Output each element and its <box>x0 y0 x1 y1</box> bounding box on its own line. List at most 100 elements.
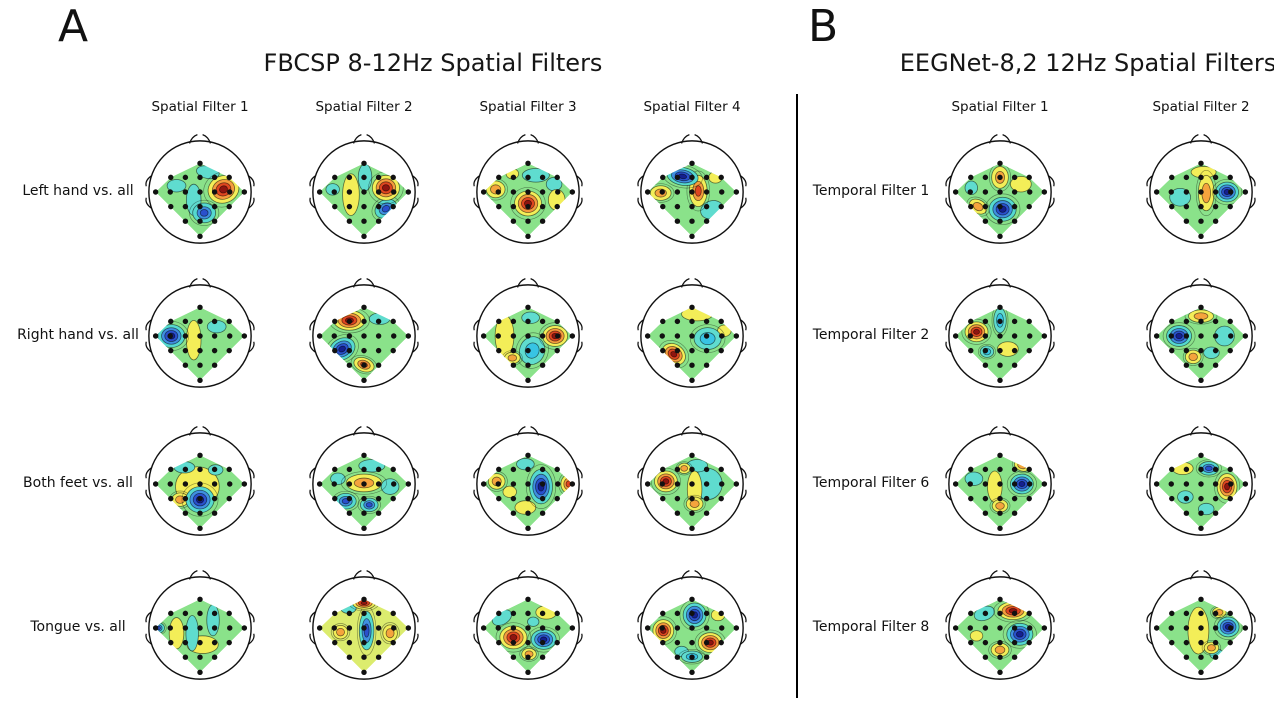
left-ear-icon <box>945 611 952 645</box>
electrode-dots <box>152 160 248 240</box>
topomap <box>945 426 1055 536</box>
topomap-panel-a-r4-c3 <box>468 568 588 688</box>
panel-b-col-header-1: Spatial Filter 1 <box>951 99 1049 115</box>
field <box>319 455 409 529</box>
right-ear-icon <box>1048 319 1055 353</box>
electrode-dots <box>644 160 740 240</box>
topomap <box>637 570 747 680</box>
nose-icon <box>1189 278 1213 288</box>
topomap-panel-a-r3-c1 <box>140 424 260 544</box>
left-ear-icon <box>1146 611 1153 645</box>
left-ear-icon <box>309 611 316 645</box>
panel-divider-line <box>796 94 798 698</box>
left-ear-icon <box>145 467 152 501</box>
left-ear-icon <box>1146 319 1153 353</box>
electrode-dots <box>644 304 740 384</box>
left-ear-icon <box>637 175 644 209</box>
panel-b-row-label-4: Temporal Filter 8 <box>812 619 930 635</box>
nose-icon <box>188 426 212 436</box>
left-ear-icon <box>145 319 152 353</box>
topomap <box>473 278 583 388</box>
right-ear-icon <box>576 319 583 353</box>
right-ear-icon <box>1048 175 1055 209</box>
topomap-panel-a-r2-c4 <box>632 276 752 396</box>
panel-a-col-header-3: Spatial Filter 3 <box>479 99 577 115</box>
electrode-dots <box>152 452 248 532</box>
nose-icon <box>188 570 212 580</box>
topomap-panel-b-r2-c1 <box>940 276 1060 396</box>
topomap <box>945 570 1055 680</box>
electrode-dots <box>316 304 412 384</box>
panel-b-title: EEGNet-8,2 12Hz Spatial Filters <box>899 49 1274 77</box>
nose-icon <box>516 134 540 144</box>
electrode-dots <box>480 452 576 532</box>
left-ear-icon <box>309 467 316 501</box>
topomap <box>945 278 1055 388</box>
field <box>155 163 245 237</box>
topomap <box>309 134 419 244</box>
panel-a-col-header-2: Spatial Filter 2 <box>315 99 413 115</box>
topomap <box>1146 570 1256 680</box>
nose-icon <box>352 278 376 288</box>
topomap-panel-a-r2-c1 <box>140 276 260 396</box>
left-ear-icon <box>945 175 952 209</box>
electrode-dots <box>644 596 740 676</box>
electrode-dots <box>152 596 248 676</box>
electrode-dots <box>152 304 248 384</box>
left-ear-icon <box>473 175 480 209</box>
panel-a-row-label-4: Tongue vs. all <box>30 619 126 635</box>
topomap <box>1146 278 1256 388</box>
right-ear-icon <box>576 467 583 501</box>
nose-icon <box>1189 570 1213 580</box>
right-ear-icon <box>248 467 255 501</box>
topomap-panel-a-r1-c2 <box>304 132 424 252</box>
electrode-dots <box>1153 596 1249 676</box>
left-ear-icon <box>1146 175 1153 209</box>
right-ear-icon <box>740 175 747 209</box>
topomap <box>145 134 255 244</box>
right-ear-icon <box>412 611 419 645</box>
panel-b-label: B <box>808 1 839 52</box>
panel-b-col-header-2: Spatial Filter 2 <box>1152 99 1250 115</box>
right-ear-icon <box>1249 467 1256 501</box>
right-ear-icon <box>1249 175 1256 209</box>
panel-a-row-label-2: Right hand vs. all <box>17 327 139 343</box>
topomap-panel-b-r4-c2 <box>1141 568 1261 688</box>
left-ear-icon <box>145 175 152 209</box>
left-ear-icon <box>945 467 952 501</box>
topomap <box>945 134 1055 244</box>
topomap <box>309 426 419 536</box>
nose-icon <box>1189 426 1213 436</box>
panel-b-row-label-2: Temporal Filter 2 <box>812 327 930 343</box>
nose-icon <box>516 570 540 580</box>
left-ear-icon <box>637 319 644 353</box>
topomap <box>473 570 583 680</box>
topomap <box>637 278 747 388</box>
right-ear-icon <box>740 467 747 501</box>
topomap-panel-a-r3-c2 <box>304 424 424 544</box>
panel-a-col-header-1: Spatial Filter 1 <box>151 99 249 115</box>
electrode-dots <box>480 596 576 676</box>
right-ear-icon <box>248 319 255 353</box>
left-ear-icon <box>473 467 480 501</box>
field <box>1156 455 1246 529</box>
left-ear-icon <box>637 467 644 501</box>
nose-icon <box>188 278 212 288</box>
topomap-panel-b-r1-c1 <box>940 132 1060 252</box>
electrode-dots <box>1153 160 1249 240</box>
topomap <box>145 426 255 536</box>
nose-icon <box>352 134 376 144</box>
topomap <box>473 134 583 244</box>
left-ear-icon <box>637 611 644 645</box>
topomap-panel-b-r1-c2 <box>1141 132 1261 252</box>
topomap-panel-a-r1-c4 <box>632 132 752 252</box>
nose-icon <box>516 278 540 288</box>
nose-icon <box>988 570 1012 580</box>
nose-icon <box>188 134 212 144</box>
topomap-panel-a-r4-c1 <box>140 568 260 688</box>
panel-b-row-label-1: Temporal Filter 1 <box>812 183 930 199</box>
topomap <box>1146 426 1256 536</box>
